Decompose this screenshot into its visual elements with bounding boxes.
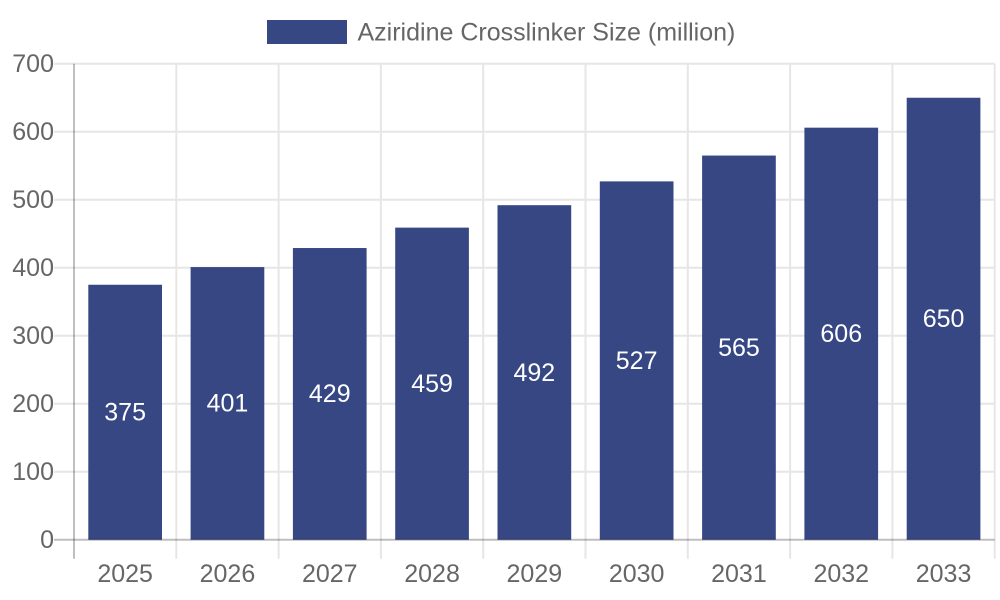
svg-text:650: 650 [923, 305, 965, 333]
svg-text:700: 700 [12, 50, 54, 78]
svg-text:200: 200 [12, 390, 54, 418]
svg-text:2031: 2031 [711, 560, 767, 588]
svg-text:Aziridine Crosslinker Size (mi: Aziridine Crosslinker Size (million) [358, 19, 736, 47]
svg-text:565: 565 [718, 334, 760, 362]
svg-text:2028: 2028 [404, 560, 460, 588]
svg-text:300: 300 [12, 322, 54, 350]
svg-text:2027: 2027 [302, 560, 358, 588]
svg-text:606: 606 [820, 320, 862, 348]
svg-text:401: 401 [207, 390, 249, 418]
svg-text:2032: 2032 [813, 560, 869, 588]
svg-text:400: 400 [12, 254, 54, 282]
svg-text:492: 492 [513, 359, 555, 387]
svg-text:2026: 2026 [200, 560, 256, 588]
svg-text:600: 600 [12, 118, 54, 146]
svg-text:429: 429 [309, 380, 351, 408]
svg-text:527: 527 [616, 347, 658, 375]
svg-text:2030: 2030 [609, 560, 665, 588]
svg-text:459: 459 [411, 370, 453, 398]
svg-text:500: 500 [12, 186, 54, 214]
svg-text:2025: 2025 [97, 560, 153, 588]
svg-text:0: 0 [40, 526, 54, 554]
svg-text:2033: 2033 [916, 560, 972, 588]
svg-text:100: 100 [12, 458, 54, 486]
svg-text:375: 375 [104, 399, 146, 427]
svg-text:2029: 2029 [507, 560, 563, 588]
